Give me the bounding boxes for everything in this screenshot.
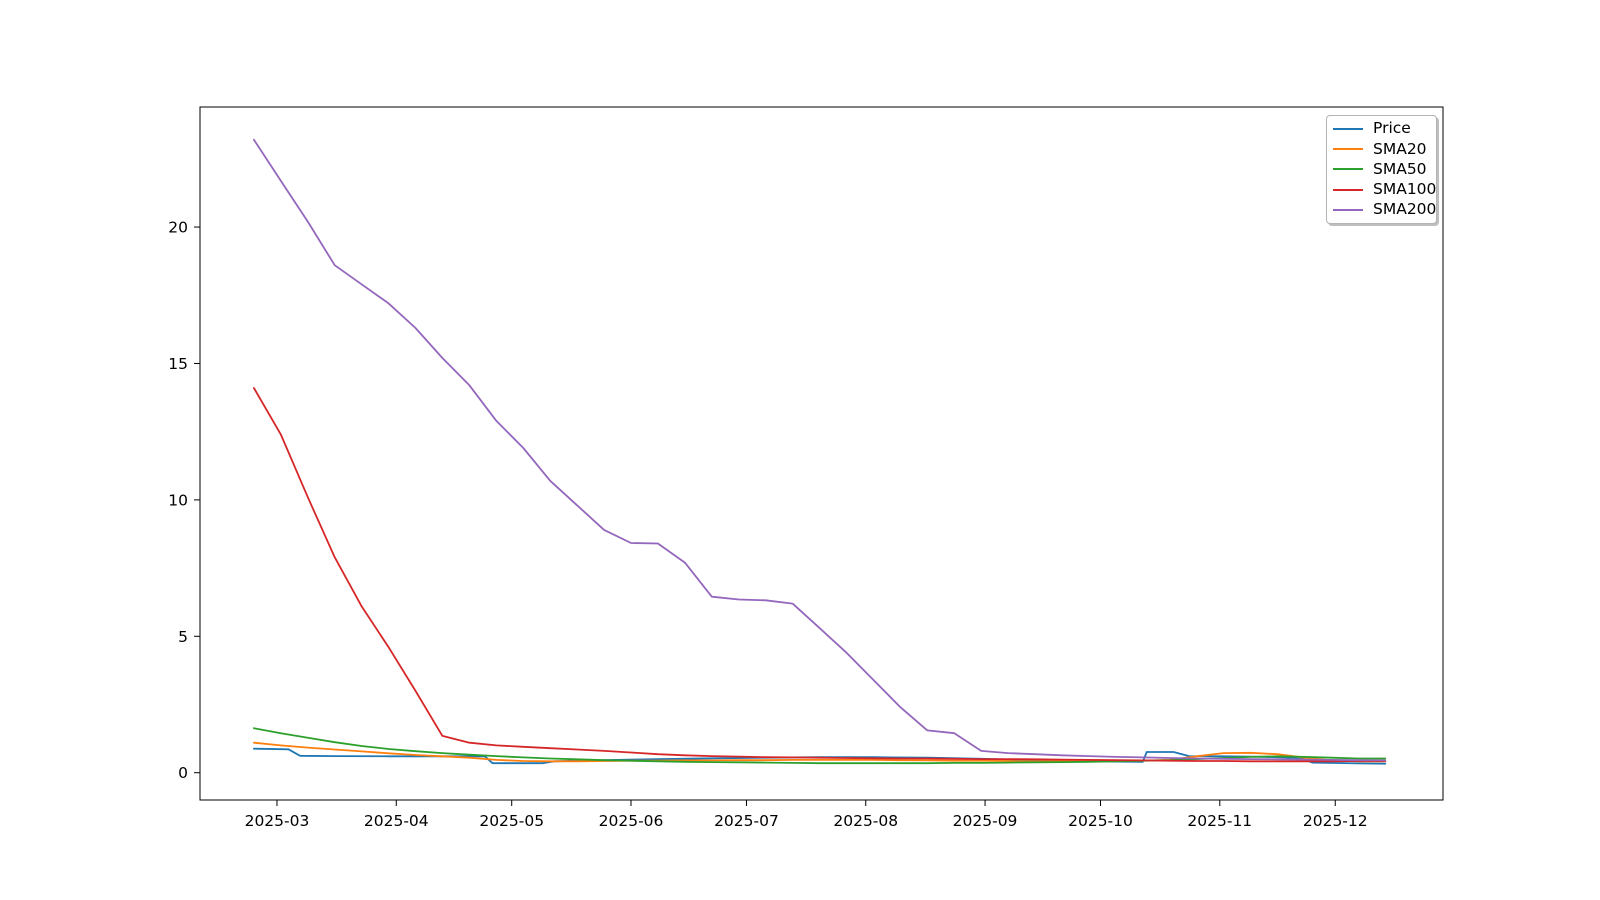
- y-tick-label: 20: [168, 219, 188, 237]
- legend: Price SMA20 SMA50 SMA100 SMA200: [1326, 115, 1437, 224]
- x-tick-label: 2025-09: [953, 812, 1018, 830]
- x-tick-label: 2025-08: [833, 812, 898, 830]
- x-tick-label: 2025-10: [1068, 812, 1133, 830]
- legend-label-sma100: SMA100: [1373, 179, 1437, 198]
- series-line-sma200: [252, 138, 1387, 762]
- legend-label-price: Price: [1373, 119, 1411, 138]
- y-tick-label: 10: [168, 491, 188, 509]
- x-tick-label: 2025-06: [599, 812, 664, 830]
- x-tick-label: 2025-03: [245, 812, 310, 830]
- legend-item-sma50: SMA50: [1333, 159, 1430, 179]
- x-tick-label: 2025-07: [714, 812, 779, 830]
- legend-line-sample-sma20: [1333, 148, 1363, 151]
- x-tick-label: 2025-11: [1187, 812, 1252, 830]
- y-tick-label: 5: [178, 628, 188, 646]
- legend-label-sma20: SMA20: [1373, 139, 1427, 158]
- legend-line-sample-sma200: [1333, 208, 1363, 211]
- series-line-sma100: [252, 387, 1387, 763]
- x-tick-label: 2025-05: [479, 812, 544, 830]
- axes-frame: [199, 106, 1444, 801]
- legend-line-sample-sma50: [1333, 168, 1363, 171]
- legend-label-sma200: SMA200: [1373, 200, 1437, 219]
- series-line-sma20: [252, 741, 1387, 763]
- y-tick-label: 0: [178, 764, 188, 782]
- x-tick-label: 2025-12: [1303, 812, 1368, 830]
- legend-item-sma200: SMA200: [1333, 200, 1436, 220]
- legend-line-sample-price: [1333, 128, 1363, 131]
- y-tick-label: 15: [168, 355, 188, 373]
- legend-item-sma20: SMA20: [1333, 139, 1430, 159]
- legend-item-price: Price: [1333, 119, 1430, 139]
- legend-label-sma50: SMA50: [1373, 159, 1427, 178]
- x-tick-label: 2025-04: [364, 812, 429, 830]
- legend-item-sma100: SMA100: [1333, 180, 1436, 200]
- legend-line-sample-sma100: [1333, 188, 1363, 191]
